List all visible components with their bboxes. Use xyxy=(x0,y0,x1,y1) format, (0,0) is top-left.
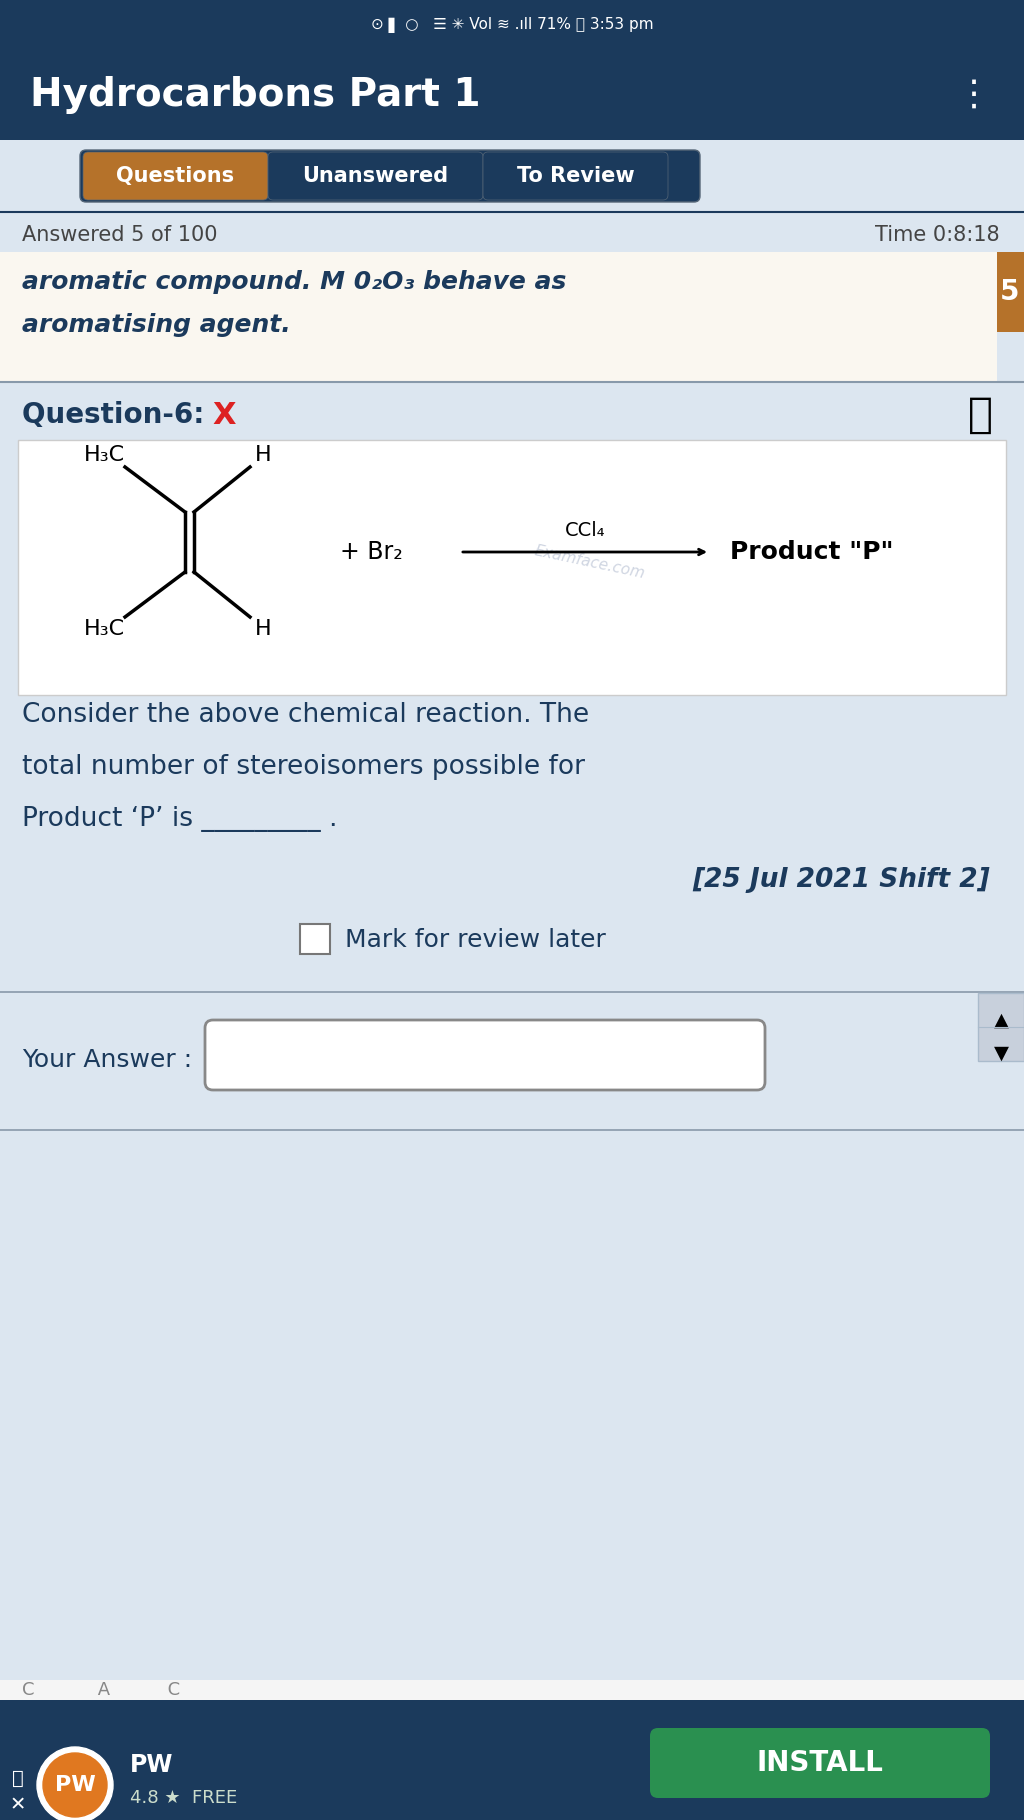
FancyBboxPatch shape xyxy=(205,1019,765,1090)
Text: ⊙ ▌ ○   ☰ ✳ Vol ≋ .ıll 71% 🔋 3:53 pm: ⊙ ▌ ○ ☰ ✳ Vol ≋ .ıll 71% 🔋 3:53 pm xyxy=(371,16,653,33)
Text: 🪲: 🪲 xyxy=(968,393,992,437)
Bar xyxy=(997,251,1024,331)
FancyBboxPatch shape xyxy=(83,153,268,200)
Bar xyxy=(0,1700,1024,1820)
Text: To Review: To Review xyxy=(517,166,634,186)
Text: PW: PW xyxy=(130,1753,173,1776)
Text: Answered 5 of 100: Answered 5 of 100 xyxy=(22,226,217,246)
Text: Unanswered: Unanswered xyxy=(302,166,449,186)
Text: CCl₄: CCl₄ xyxy=(565,521,605,539)
Text: INSTALL: INSTALL xyxy=(757,1749,884,1776)
Text: Product "P": Product "P" xyxy=(730,541,894,564)
Text: H: H xyxy=(255,446,271,464)
Bar xyxy=(0,1680,1024,1700)
Bar xyxy=(0,211,1024,1700)
Circle shape xyxy=(43,1753,106,1816)
Bar xyxy=(0,49,1024,140)
Text: ▼: ▼ xyxy=(993,1043,1009,1063)
Text: H: H xyxy=(255,619,271,639)
Text: Examface.com: Examface.com xyxy=(534,542,647,581)
Text: aromatic compound. M 0₂O₃ behave as: aromatic compound. M 0₂O₃ behave as xyxy=(22,269,566,295)
Text: ⓘ: ⓘ xyxy=(12,1769,24,1787)
Text: aromatising agent.: aromatising agent. xyxy=(22,313,291,337)
Text: 5: 5 xyxy=(1000,278,1020,306)
Bar xyxy=(0,0,1024,49)
Text: PW: PW xyxy=(54,1774,95,1795)
Text: C           A          C: C A C xyxy=(22,1682,180,1700)
Text: [25 Jul 2021 Shift 2]: [25 Jul 2021 Shift 2] xyxy=(692,866,990,894)
Text: X: X xyxy=(212,400,236,430)
Circle shape xyxy=(37,1747,113,1820)
Bar xyxy=(978,994,1024,1061)
Text: total number of stereoisomers possible for: total number of stereoisomers possible f… xyxy=(22,753,585,781)
FancyBboxPatch shape xyxy=(483,153,668,200)
Bar xyxy=(0,382,1024,992)
Text: Mark for review later: Mark for review later xyxy=(345,928,606,952)
Bar xyxy=(18,440,1006,695)
Text: + Br₂: + Br₂ xyxy=(340,541,402,564)
Text: Time 0:8:18: Time 0:8:18 xyxy=(876,226,1000,246)
Text: Product ‘P’ is _________ .: Product ‘P’ is _________ . xyxy=(22,806,338,832)
Text: Questions: Questions xyxy=(117,166,234,186)
Bar xyxy=(0,992,1024,1130)
Text: ⋮: ⋮ xyxy=(955,78,992,113)
Text: Question-6:: Question-6: xyxy=(22,400,214,430)
Bar xyxy=(0,251,997,382)
Text: ✕: ✕ xyxy=(10,1796,27,1815)
Text: ▲: ▲ xyxy=(993,1010,1009,1030)
Text: H₃C: H₃C xyxy=(84,619,125,639)
FancyBboxPatch shape xyxy=(80,149,700,202)
Text: Hydrocarbons Part 1: Hydrocarbons Part 1 xyxy=(30,76,480,115)
FancyBboxPatch shape xyxy=(650,1727,990,1798)
Text: H₃C: H₃C xyxy=(84,446,125,464)
Text: Your Answer :: Your Answer : xyxy=(22,1048,193,1072)
Bar xyxy=(0,140,1024,211)
Text: Consider the above chemical reaction. The: Consider the above chemical reaction. Th… xyxy=(22,703,589,728)
Bar xyxy=(300,925,330,954)
Text: 4.8 ★  FREE: 4.8 ★ FREE xyxy=(130,1789,238,1807)
FancyBboxPatch shape xyxy=(268,153,483,200)
Bar xyxy=(0,1130,1024,1700)
